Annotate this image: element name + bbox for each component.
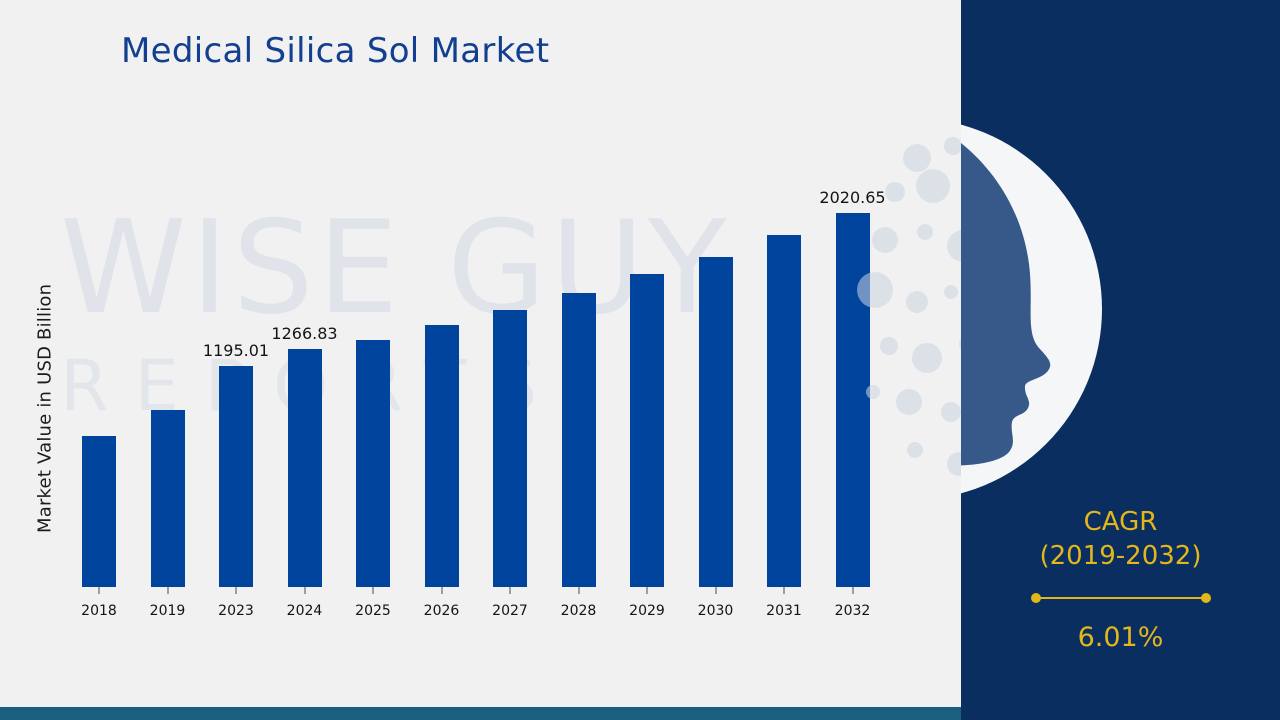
bar[interactable] [356, 340, 390, 587]
bar-value-label: 1195.01 [202, 341, 270, 360]
bar-group: 2027 [490, 310, 530, 619]
bar[interactable] [630, 274, 664, 587]
x-axis-tick [372, 587, 374, 594]
bar-group: 2026 [422, 325, 462, 619]
bar[interactable] [424, 325, 459, 587]
cagr-period: (2019-2032) [1039, 541, 1202, 572]
side-panel: WISE GUY R E P O R T S [961, 0, 1280, 720]
bar-value-label: 2020.65 [819, 188, 886, 207]
x-axis-tick-label: 2019 [149, 603, 186, 619]
x-axis-tick [578, 587, 579, 594]
cagr-label: CAGR [1083, 507, 1158, 537]
bar-group: 2032 2020.65 [819, 188, 885, 619]
x-axis-tick-label: 2029 [629, 603, 665, 619]
x-axis-tick-label: 2025 [355, 603, 391, 619]
cagr-divider [1030, 592, 1211, 603]
bar-series: 2018 2019 2023 1195.01 2024 1266.83 2025 2026 20… [60, 150, 890, 619]
x-axis-tick [235, 587, 237, 594]
x-axis-tick [783, 587, 785, 594]
plot-area: 2018 2019 2023 1195.01 2024 1266.83 2025 2026 20… [60, 150, 890, 619]
x-axis-tick-label: 2026 [423, 603, 460, 619]
bar[interactable] [82, 436, 116, 587]
x-axis-tick-label: 2028 [560, 603, 597, 619]
page-title: Medical Silica Sol Market [121, 31, 550, 71]
x-axis-tick [646, 587, 648, 594]
bar-group: 2025 [353, 340, 393, 619]
x-axis-tick [852, 587, 853, 594]
x-axis-tick-label: 2032 [834, 603, 871, 619]
x-axis-tick-label: 2030 [697, 603, 734, 619]
bar[interactable] [287, 349, 322, 587]
x-axis-tick-label: 2027 [492, 603, 528, 619]
bar[interactable] [835, 213, 870, 587]
bar-group: 2028 [559, 293, 599, 619]
bar-value-label: 1266.83 [271, 324, 338, 343]
x-axis-tick [167, 587, 168, 594]
bar-group: 2031 [764, 235, 804, 619]
x-axis-tick-label: 2024 [286, 603, 323, 619]
x-axis-tick [441, 587, 442, 594]
x-axis-tick [715, 587, 716, 594]
bar[interactable] [561, 293, 596, 587]
y-axis-label: Market Value in USD Billion [34, 283, 56, 533]
bar[interactable] [219, 366, 253, 587]
bar-group: 2029 [627, 274, 667, 619]
circle-arc-decoration [961, 118, 1102, 500]
divider-dot-right [1200, 592, 1211, 603]
x-axis-tick-label: 2031 [766, 603, 802, 619]
bar-group: 2019 [148, 410, 188, 619]
bar-group: 2030 [696, 257, 736, 619]
bar[interactable] [767, 235, 801, 587]
divider-line [1035, 596, 1206, 599]
bar-group: 2024 1266.83 [271, 324, 337, 619]
bar[interactable] [150, 410, 185, 587]
bar[interactable] [493, 310, 527, 587]
bar[interactable] [698, 257, 733, 587]
x-axis-tick-label: 2018 [81, 603, 117, 619]
x-axis-tick [509, 587, 511, 594]
footer-strip [0, 707, 961, 720]
x-axis-tick [304, 587, 305, 594]
x-axis-tick-label: 2023 [218, 603, 254, 619]
x-axis-tick [98, 587, 100, 594]
cagr-block: CAGR (2019-2032) 6.01% [961, 505, 1280, 653]
cagr-value: 6.01% [1077, 621, 1164, 653]
bar-group: 2023 1195.01 [203, 341, 269, 619]
bar-group: 2018 [79, 436, 119, 619]
chart-pane: WISE GUY REPORTS Medical Silica Sol Mark… [0, 31, 961, 720]
